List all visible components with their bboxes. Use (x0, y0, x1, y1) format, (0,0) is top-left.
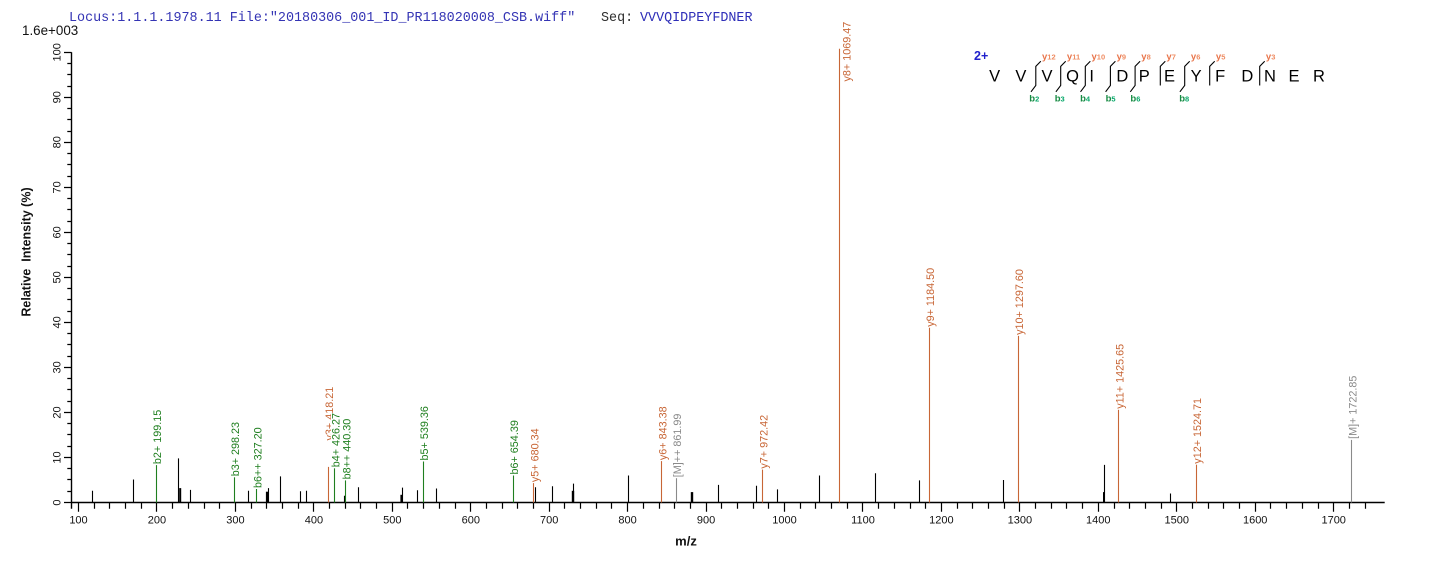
svg-text:Seq:: Seq: (601, 11, 633, 26)
svg-text:80: 80 (52, 136, 64, 148)
svg-text:y6: y6 (1191, 52, 1200, 63)
svg-text:Q: Q (1066, 68, 1079, 86)
svg-text:N: N (1264, 68, 1276, 86)
svg-text:700: 700 (540, 515, 558, 527)
svg-text:1100: 1100 (851, 515, 875, 527)
svg-text:600: 600 (462, 515, 480, 527)
svg-text:1300: 1300 (1008, 515, 1032, 527)
svg-text:Y: Y (1191, 68, 1202, 86)
svg-text:b5: b5 (1106, 94, 1116, 105)
svg-text:b3+ 298.23: b3+ 298.23 (230, 422, 242, 476)
svg-text:b2+ 199.15: b2+ 199.15 (152, 410, 164, 464)
svg-text:b2: b2 (1029, 94, 1039, 105)
svg-text:b5+ 539.36: b5+ 539.36 (419, 406, 431, 460)
svg-text:90: 90 (52, 91, 64, 103)
svg-text:[M]+ 1722.85: [M]+ 1722.85 (1347, 376, 1359, 439)
svg-text:10: 10 (52, 451, 64, 463)
svg-text:b4: b4 (1080, 94, 1091, 105)
svg-text:y10: y10 (1092, 52, 1106, 63)
svg-text:V: V (989, 68, 1000, 86)
svg-text:b8++ 440.30: b8++ 440.30 (341, 419, 353, 480)
svg-text:1500: 1500 (1165, 515, 1189, 527)
svg-text:40: 40 (52, 316, 64, 328)
svg-text:D: D (1241, 68, 1253, 86)
svg-text:F: F (1215, 68, 1225, 86)
svg-text:1.6e+003: 1.6e+003 (22, 23, 78, 38)
svg-text:y7+ 972.42: y7+ 972.42 (759, 415, 771, 469)
svg-text:E: E (1288, 68, 1299, 86)
svg-text:y5+ 680.34: y5+ 680.34 (530, 428, 542, 482)
svg-text:y11: y11 (1067, 52, 1080, 63)
svg-text:1600: 1600 (1243, 515, 1267, 527)
svg-text:y9+ 1184.50: y9+ 1184.50 (925, 268, 937, 327)
svg-text:V: V (1015, 68, 1026, 86)
svg-text:y5: y5 (1216, 52, 1225, 63)
svg-text:E: E (1164, 68, 1175, 86)
svg-text:b8: b8 (1179, 94, 1189, 105)
svg-text:V: V (1041, 68, 1052, 86)
svg-text:y12: y12 (1042, 52, 1056, 63)
svg-text:I: I (1089, 68, 1094, 86)
svg-text:100: 100 (52, 43, 64, 61)
svg-text:y9: y9 (1117, 52, 1126, 63)
svg-text:y8+ 1069.47: y8+ 1069.47 (842, 22, 854, 82)
svg-text:y12+ 1524.71: y12+ 1524.71 (1192, 398, 1204, 464)
svg-text:200: 200 (148, 515, 166, 527)
svg-text:[M]++ 861.99: [M]++ 861.99 (672, 414, 684, 478)
svg-text:b6++ 327.20: b6++ 327.20 (253, 427, 265, 488)
svg-text:y10+ 1297.60: y10+ 1297.60 (1014, 269, 1026, 335)
svg-text:m/z: m/z (675, 534, 697, 549)
svg-text:20: 20 (52, 406, 64, 418)
svg-text:R: R (1313, 68, 1325, 86)
svg-text:300: 300 (226, 515, 244, 527)
svg-text:60: 60 (52, 226, 64, 238)
svg-text:2+: 2+ (974, 49, 988, 63)
svg-text:b4+ 426.27: b4+ 426.27 (330, 413, 342, 467)
svg-text:1700: 1700 (1321, 515, 1345, 527)
svg-text:30: 30 (52, 361, 64, 373)
svg-text:b3: b3 (1055, 94, 1065, 105)
svg-text:y6+ 843.38: y6+ 843.38 (658, 406, 670, 460)
svg-text:P: P (1139, 68, 1150, 86)
svg-text:70: 70 (52, 181, 64, 193)
svg-text:1200: 1200 (929, 515, 953, 527)
svg-text:500: 500 (383, 515, 401, 527)
svg-text:800: 800 (618, 515, 636, 527)
svg-text:b6+ 654.39: b6+ 654.39 (509, 420, 521, 474)
svg-text:y3: y3 (1266, 52, 1275, 63)
svg-text:400: 400 (305, 515, 323, 527)
svg-text:0: 0 (52, 499, 64, 505)
svg-text:50: 50 (52, 271, 64, 283)
svg-text:b6: b6 (1130, 94, 1140, 105)
svg-text:Locus:1.1.1.1978.11 File:"2018: Locus:1.1.1.1978.11 File:"20180306_001_I… (69, 11, 575, 26)
svg-text:y8: y8 (1141, 52, 1150, 63)
svg-text:1400: 1400 (1086, 515, 1110, 527)
svg-text:y7: y7 (1166, 52, 1175, 63)
svg-text:1000: 1000 (772, 515, 796, 527)
svg-text:900: 900 (697, 515, 715, 527)
svg-text:100: 100 (69, 515, 87, 527)
svg-text:D: D (1116, 68, 1128, 86)
svg-text:y11+ 1425.65: y11+ 1425.65 (1114, 344, 1126, 409)
svg-text:VVVQIDPEYFDNER: VVVQIDPEYFDNER (640, 11, 753, 26)
svg-text:Relative Intensity (%): Relative Intensity (%) (20, 187, 34, 316)
